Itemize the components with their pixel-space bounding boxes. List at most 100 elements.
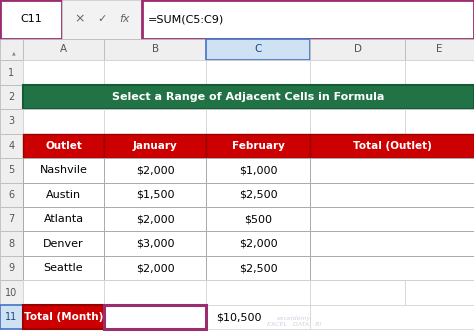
Text: 2: 2 — [8, 92, 15, 102]
Bar — [206, 39, 310, 60]
Bar — [310, 109, 405, 134]
Text: 7: 7 — [8, 214, 15, 224]
Bar — [23, 109, 104, 134]
Bar — [104, 207, 206, 231]
Text: D: D — [354, 45, 362, 54]
Text: 4: 4 — [9, 141, 14, 151]
Text: $2,500: $2,500 — [239, 263, 278, 273]
Text: $3,000: $3,000 — [136, 239, 174, 249]
Text: ▲: ▲ — [12, 50, 16, 55]
Bar — [142, 0, 474, 39]
Text: Total (Outlet): Total (Outlet) — [353, 141, 432, 151]
Bar — [104, 183, 206, 207]
Bar — [23, 207, 104, 231]
Bar — [206, 109, 310, 134]
Text: C: C — [255, 45, 262, 54]
Text: Outlet: Outlet — [45, 141, 82, 151]
Bar — [104, 39, 206, 60]
Text: 6: 6 — [9, 190, 14, 200]
Text: Select a Range of Adjacent Cells in Formula: Select a Range of Adjacent Cells in Form… — [112, 92, 384, 102]
Text: 9: 9 — [9, 263, 14, 273]
Bar — [310, 280, 405, 305]
Bar — [206, 158, 310, 183]
Text: $2,000: $2,000 — [136, 214, 174, 224]
Text: January: January — [133, 141, 178, 151]
Bar — [23, 60, 104, 85]
Text: exceldemy
EXCEL · DATA · BI: exceldemy EXCEL · DATA · BI — [267, 316, 321, 327]
Bar — [104, 305, 206, 329]
Bar — [206, 207, 310, 231]
Bar — [62, 0, 142, 39]
Text: C11: C11 — [20, 14, 42, 24]
Bar — [23, 256, 104, 280]
Text: $2,000: $2,000 — [136, 165, 174, 175]
Bar — [310, 60, 405, 85]
Bar — [104, 134, 206, 158]
Bar — [206, 305, 310, 329]
Bar — [310, 256, 474, 280]
Text: Denver: Denver — [43, 239, 84, 249]
Bar — [0, 158, 23, 183]
Bar — [405, 60, 474, 85]
Bar — [0, 183, 23, 207]
Text: Atlanta: Atlanta — [44, 214, 83, 224]
Text: 1: 1 — [9, 68, 14, 77]
Bar — [104, 109, 206, 134]
Bar — [104, 60, 206, 85]
Bar — [0, 134, 23, 158]
Bar — [310, 134, 474, 158]
Bar — [104, 231, 206, 256]
Bar — [23, 231, 104, 256]
Bar — [0, 60, 23, 85]
Bar — [23, 39, 104, 60]
Text: $10,500: $10,500 — [216, 312, 261, 322]
Bar — [104, 305, 206, 329]
Text: 5: 5 — [8, 165, 15, 175]
Text: $1,000: $1,000 — [239, 165, 278, 175]
Text: $2,000: $2,000 — [136, 263, 174, 273]
Bar — [206, 280, 310, 305]
Text: A: A — [60, 45, 67, 54]
Text: ✓: ✓ — [97, 14, 107, 24]
Bar — [23, 183, 104, 207]
Text: Nashvile: Nashvile — [39, 165, 88, 175]
Text: ×: × — [74, 13, 84, 26]
Bar — [0, 85, 23, 109]
Bar — [23, 305, 104, 329]
Text: Total (Month): Total (Month) — [24, 312, 103, 322]
Bar — [405, 39, 474, 60]
Bar — [206, 256, 310, 280]
Bar — [310, 158, 474, 183]
Bar — [206, 231, 310, 256]
Text: fx: fx — [119, 14, 130, 24]
Bar — [206, 60, 310, 85]
Bar — [23, 280, 104, 305]
Text: Seattle: Seattle — [44, 263, 83, 273]
Text: $1,500: $1,500 — [136, 190, 174, 200]
Bar — [23, 85, 474, 109]
Text: E: E — [437, 45, 443, 54]
Text: $2,500: $2,500 — [239, 190, 278, 200]
Bar — [0, 207, 23, 231]
Text: B: B — [152, 45, 159, 54]
Bar — [0, 305, 23, 329]
Bar — [310, 207, 474, 231]
Bar — [206, 134, 310, 158]
Bar — [23, 134, 104, 158]
Text: 11: 11 — [5, 312, 18, 322]
Bar — [0, 256, 23, 280]
Text: 3: 3 — [9, 117, 14, 126]
Bar — [23, 158, 104, 183]
Bar — [310, 305, 474, 329]
Bar — [0, 0, 62, 39]
Bar — [310, 183, 474, 207]
Bar — [310, 39, 405, 60]
Bar — [405, 280, 474, 305]
Text: February: February — [232, 141, 285, 151]
Text: $2,000: $2,000 — [239, 239, 278, 249]
Bar — [0, 39, 23, 60]
Text: =SUM(C5:C9): =SUM(C5:C9) — [148, 14, 224, 24]
Bar — [206, 183, 310, 207]
Bar — [310, 231, 474, 256]
Bar — [0, 231, 23, 256]
